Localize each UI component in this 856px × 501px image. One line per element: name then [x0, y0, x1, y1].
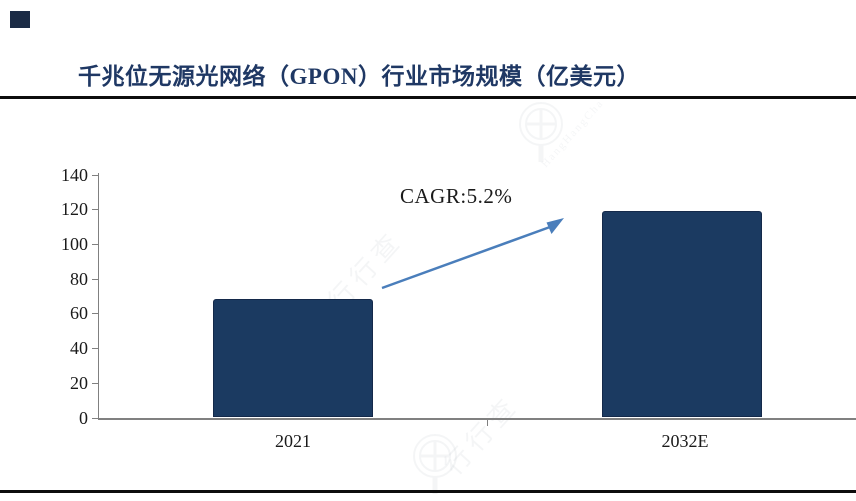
bar-2032E [602, 211, 762, 418]
y-tick-label: 100 [61, 233, 88, 254]
y-tick-label: 40 [70, 338, 88, 359]
y-axis-tick [92, 417, 98, 419]
cagr-label: CAGR:5.2% [400, 184, 513, 208]
y-tick-label: 140 [61, 164, 88, 185]
x-axis-tick [487, 418, 488, 426]
y-axis-tick [92, 348, 98, 350]
x-tick-label: 2021 [275, 430, 311, 451]
y-axis-tick [92, 174, 98, 176]
y-tick-label: 120 [61, 199, 88, 220]
x-tick-label: 2032E [661, 430, 709, 451]
chart-title: 千兆位无源光网络（GPON）行业市场规模（亿美元） [78, 64, 640, 89]
logo-square [10, 11, 30, 28]
y-axis-tick [92, 243, 98, 245]
y-tick-label: 80 [70, 268, 88, 289]
chart-area: 0 20 40 60 80 100 120 140 2021 2032E [0, 110, 856, 480]
y-axis-tick [92, 209, 98, 211]
header-rule [0, 96, 856, 99]
cagr-arrow [381, 218, 564, 290]
y-axis-tick [92, 382, 98, 384]
y-axis-tick [92, 278, 98, 280]
y-tick-label: 60 [70, 303, 88, 324]
footer-rule [0, 490, 856, 493]
y-axis [98, 172, 99, 420]
x-axis [98, 417, 856, 420]
y-axis-tick [92, 313, 98, 315]
bar-2021 [213, 299, 373, 418]
y-tick-label: 0 [79, 407, 88, 428]
y-tick-label: 20 [70, 372, 88, 393]
